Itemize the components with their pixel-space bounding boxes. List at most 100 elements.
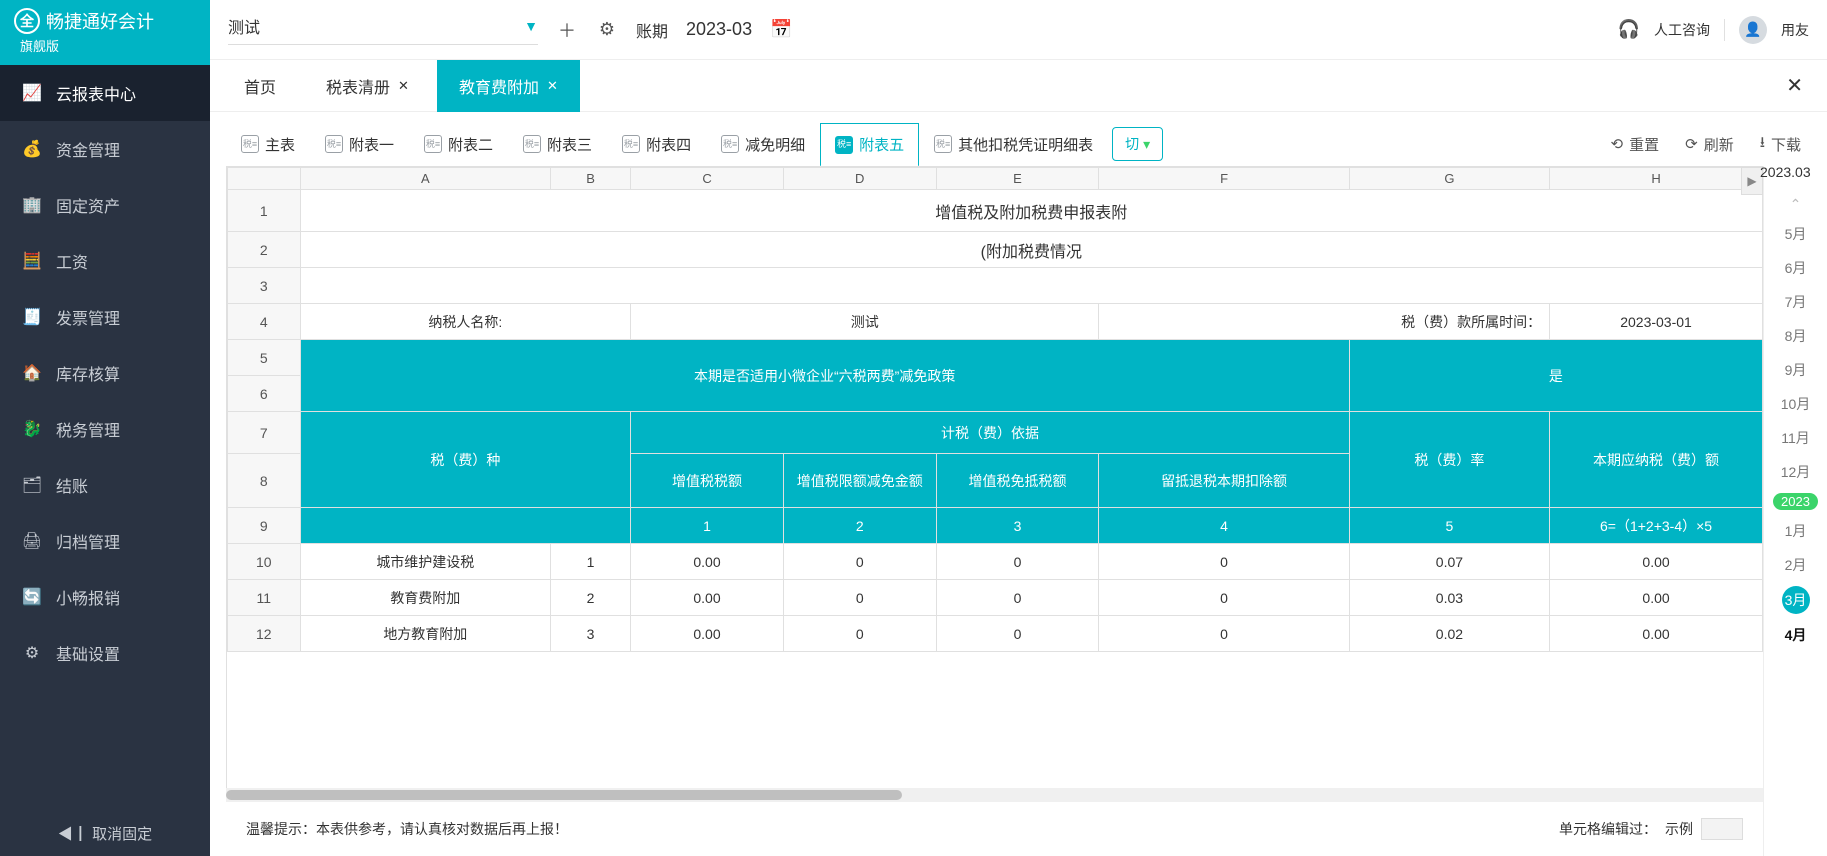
cell[interactable]: 0	[936, 544, 1099, 580]
close-all-tabs-button[interactable]: ✕	[1774, 69, 1815, 102]
sidebar-item-库存核算[interactable]: 🏠库存核算	[0, 345, 210, 401]
col-header[interactable]: F	[1099, 168, 1349, 190]
row-header[interactable]: 4	[228, 304, 301, 340]
add-button[interactable]: ＋	[556, 19, 578, 41]
download-button[interactable]: ⭳下载	[1760, 132, 1801, 157]
row-header[interactable]: 3	[228, 268, 301, 304]
sheet-tab-附表五[interactable]: 税≡附表五	[820, 123, 919, 167]
tab-首页[interactable]: 首页	[222, 60, 298, 112]
cell[interactable]: 0	[1099, 544, 1349, 580]
col-header[interactable]: D	[783, 168, 936, 190]
month-10月[interactable]: 10月	[1781, 391, 1811, 417]
scroll-up-icon[interactable]: ⌃	[1790, 196, 1802, 213]
refresh-button[interactable]: ⟳刷新	[1685, 134, 1734, 155]
month-12月[interactable]: 12月	[1781, 459, 1811, 485]
row-header[interactable]: 6	[228, 376, 301, 412]
month-4月[interactable]: 4月	[1785, 622, 1807, 648]
sidebar-item-小畅报销[interactable]: 🔄小畅报销	[0, 569, 210, 625]
cell[interactable]: 0.02	[1349, 616, 1549, 652]
month-8月[interactable]: 8月	[1785, 323, 1807, 349]
month-9月[interactable]: 9月	[1785, 357, 1807, 383]
cell[interactable]: 0.00	[631, 580, 784, 616]
sheet-tab-主表[interactable]: 税≡主表	[226, 122, 310, 166]
cell[interactable]: 0.00	[631, 616, 784, 652]
cell[interactable]: 0.03	[1349, 580, 1549, 616]
sidebar-item-结账[interactable]: 🗂结账	[0, 457, 210, 513]
row-header[interactable]: 1	[228, 190, 301, 232]
avatar-icon[interactable]: 👤	[1739, 16, 1767, 44]
close-icon[interactable]: ✕	[547, 78, 558, 94]
cell[interactable]: 0.00	[631, 544, 784, 580]
tax-name: 地方教育附加	[300, 616, 550, 652]
close-icon[interactable]: ✕	[398, 78, 409, 94]
month-7月[interactable]: 7月	[1785, 289, 1807, 315]
year-badge[interactable]: 2023	[1773, 493, 1818, 510]
row-header[interactable]: 5	[228, 340, 301, 376]
sidebar-item-工资[interactable]: 🧮工资	[0, 233, 210, 289]
sheet-tab-减免明细[interactable]: 税≡减免明细	[706, 122, 820, 166]
sidebar-item-基础设置[interactable]: ⚙基础设置	[0, 625, 210, 681]
tab-教育费附加[interactable]: 教育费附加 ✕	[437, 60, 580, 112]
cell[interactable]: 0.00	[1550, 616, 1763, 652]
cell[interactable]: 0	[1099, 616, 1349, 652]
headset-icon: 🎧	[1618, 19, 1640, 41]
month-5月[interactable]: 5月	[1785, 221, 1807, 247]
sheet-tab-附表二[interactable]: 税≡附表二	[409, 122, 508, 166]
col-header[interactable]: A	[300, 168, 550, 190]
col-header[interactable]: B	[551, 168, 631, 190]
cell[interactable]: 0	[936, 580, 1099, 616]
col-header[interactable]: C	[631, 168, 784, 190]
month-11月[interactable]: 11月	[1781, 425, 1810, 451]
col-header[interactable]: G	[1349, 168, 1549, 190]
month-6月[interactable]: 6月	[1785, 255, 1807, 281]
unpin-button[interactable]: ◀┃ 取消固定	[0, 811, 210, 856]
sidebar-item-资金管理[interactable]: 💰资金管理	[0, 121, 210, 177]
cell[interactable]: 0	[783, 580, 936, 616]
col-header[interactable]: H	[1550, 168, 1763, 190]
sheet-tab-label: 附表二	[448, 134, 493, 155]
sheet-tab-附表三[interactable]: 税≡附表三	[508, 122, 607, 166]
reset-button[interactable]: ⟲重置	[1611, 134, 1660, 155]
calendar-icon[interactable]: 📅	[770, 19, 792, 40]
download-icon: ⭳	[1760, 132, 1765, 157]
sub-header: 增值税免抵税额	[936, 454, 1099, 508]
sheet-tab-其他扣税凭证明细表[interactable]: 税≡其他扣税凭证明细表	[919, 122, 1108, 166]
sheet-tab-附表一[interactable]: 税≡附表一	[310, 122, 409, 166]
row-header[interactable]: 11	[228, 580, 301, 616]
row-header[interactable]: 7	[228, 412, 301, 454]
sidebar-item-税务管理[interactable]: 🐉税务管理	[0, 401, 210, 457]
cell[interactable]: 0.00	[1550, 544, 1763, 580]
month-1月[interactable]: 1月	[1785, 518, 1807, 544]
row-header[interactable]: 8	[228, 454, 301, 508]
month-2月[interactable]: 2月	[1785, 552, 1807, 578]
cell[interactable]: 0	[936, 616, 1099, 652]
horizontal-scrollbar[interactable]	[226, 788, 1763, 802]
cell[interactable]: 0.07	[1349, 544, 1549, 580]
cell[interactable]: 0	[783, 544, 936, 580]
company-select[interactable]: 测试 ▼	[228, 14, 538, 45]
month-3月[interactable]: 3月	[1782, 586, 1810, 614]
col-number: 2	[783, 508, 936, 544]
switch-pill[interactable]: 切 ▾	[1112, 127, 1163, 161]
timeline-period: 2023.03	[1760, 164, 1811, 180]
cell[interactable]: 0	[1099, 580, 1349, 616]
sheet-tab-label: 附表一	[349, 134, 394, 155]
row-header[interactable]: 2	[228, 232, 301, 268]
sidebar-item-归档管理[interactable]: 🖨归档管理	[0, 513, 210, 569]
settings-button[interactable]: ⚙	[596, 19, 618, 41]
sidebar-item-云报表中心[interactable]: 📈云报表中心	[0, 65, 210, 121]
row-header[interactable]: 9	[228, 508, 301, 544]
row-header[interactable]: 12	[228, 616, 301, 652]
consult-link[interactable]: 人工咨询	[1654, 20, 1710, 40]
col-header[interactable]: E	[936, 168, 1099, 190]
sheet-tab-附表四[interactable]: 税≡附表四	[607, 122, 706, 166]
row-header[interactable]: 10	[228, 544, 301, 580]
sidebar-item-固定资产[interactable]: 🏢固定资产	[0, 177, 210, 233]
tab-税表清册[interactable]: 税表清册✕	[304, 60, 431, 112]
spreadsheet[interactable]: ABCDEFGH1增值税及附加税费申报表附2(附加税费情况34 纳税人名称: 测…	[226, 166, 1763, 788]
sidebar-item-发票管理[interactable]: 🧾发票管理	[0, 289, 210, 345]
cell[interactable]: 0.00	[1550, 580, 1763, 616]
cell[interactable]: 0	[783, 616, 936, 652]
scrollbar-thumb[interactable]	[226, 790, 902, 800]
tab-label: 教育费附加	[459, 74, 539, 98]
